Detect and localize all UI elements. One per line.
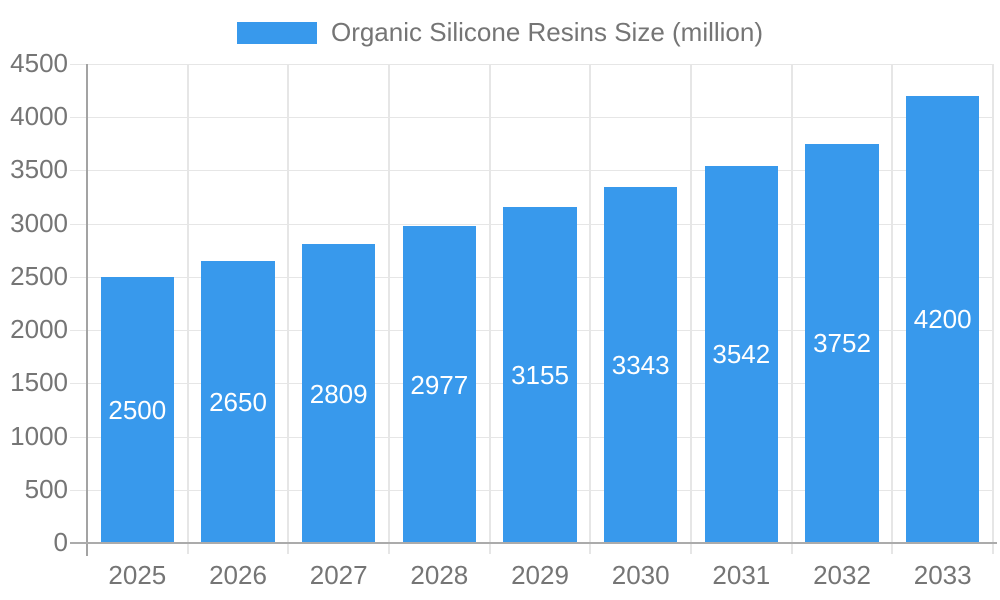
x-tick-label: 2033 [913, 560, 972, 590]
y-axis-line [86, 64, 88, 556]
x-gridline [287, 64, 290, 554]
x-tick-label: 2032 [813, 560, 871, 590]
x-gridline [992, 64, 994, 554]
x-gridline [388, 64, 390, 554]
plot-area: 0 500 1000 1500 2000 2500 3000 3500 4000 4500 2500… [10, 48, 997, 590]
y-tick-label: 2500 [10, 260, 68, 291]
y-tick-label: 0 [53, 526, 68, 557]
x-tick-label: 2029 [511, 560, 569, 590]
legend-label: Organic Silicone Resins Size (million) [330, 17, 764, 47]
x-tick-label: 2025 [108, 560, 167, 590]
bar[interactable]: 2809 [301, 244, 376, 543]
x-axis-line [70, 542, 997, 544]
bar[interactable]: 2977 [402, 226, 477, 543]
bar[interactable]: 3752 [805, 143, 879, 543]
y-tick-label: 4000 [10, 101, 68, 132]
bar-value-label: 2977 [410, 369, 469, 400]
x-gridline [690, 64, 692, 554]
bar[interactable]: 2500 [100, 276, 175, 543]
x-tick-label: 2027 [309, 560, 368, 590]
bar[interactable]: 3542 [704, 165, 779, 543]
y-tick-label: 2000 [10, 313, 68, 344]
y-gridline [70, 170, 993, 172]
x-gridline [186, 64, 189, 554]
bar[interactable]: 4200 [905, 95, 980, 543]
y-tick-label: 3500 [10, 154, 68, 185]
x-gridline [790, 64, 793, 554]
y-tick-label: 500 [24, 473, 68, 504]
x-gridline [488, 64, 491, 554]
legend-item[interactable]: Organic Silicone Resins Size (million) [236, 17, 764, 48]
bar[interactable]: 3343 [603, 187, 678, 543]
bar-value-label: 2500 [108, 394, 167, 425]
x-tick-label: 2030 [611, 560, 670, 590]
legend-swatch-icon [236, 21, 317, 44]
x-tick-label: 2028 [410, 560, 469, 590]
bar-value-label: 2650 [209, 386, 267, 417]
bar[interactable]: 2650 [201, 260, 275, 543]
y-tick-label: 1500 [10, 367, 68, 398]
bar-value-label: 3752 [813, 328, 871, 359]
x-gridline [891, 64, 894, 554]
y-tick-label: 3000 [10, 207, 68, 238]
bar[interactable]: 3155 [503, 207, 577, 543]
y-tick-label: 4500 [10, 47, 68, 78]
x-tick-label: 2031 [712, 560, 771, 590]
y-tick-label: 1000 [10, 420, 68, 451]
y-gridline [70, 117, 993, 119]
bar-value-label: 4200 [913, 304, 972, 335]
x-gridline [589, 64, 592, 554]
bar-value-label: 2809 [309, 378, 368, 409]
bar-value-label: 3343 [611, 350, 670, 381]
y-gridline [70, 64, 993, 65]
bar-value-label: 3155 [511, 360, 569, 391]
legend: Organic Silicone Resins Size (million) [0, 17, 1000, 48]
bar-value-label: 3542 [712, 339, 771, 370]
x-tick-label: 2026 [209, 560, 267, 590]
